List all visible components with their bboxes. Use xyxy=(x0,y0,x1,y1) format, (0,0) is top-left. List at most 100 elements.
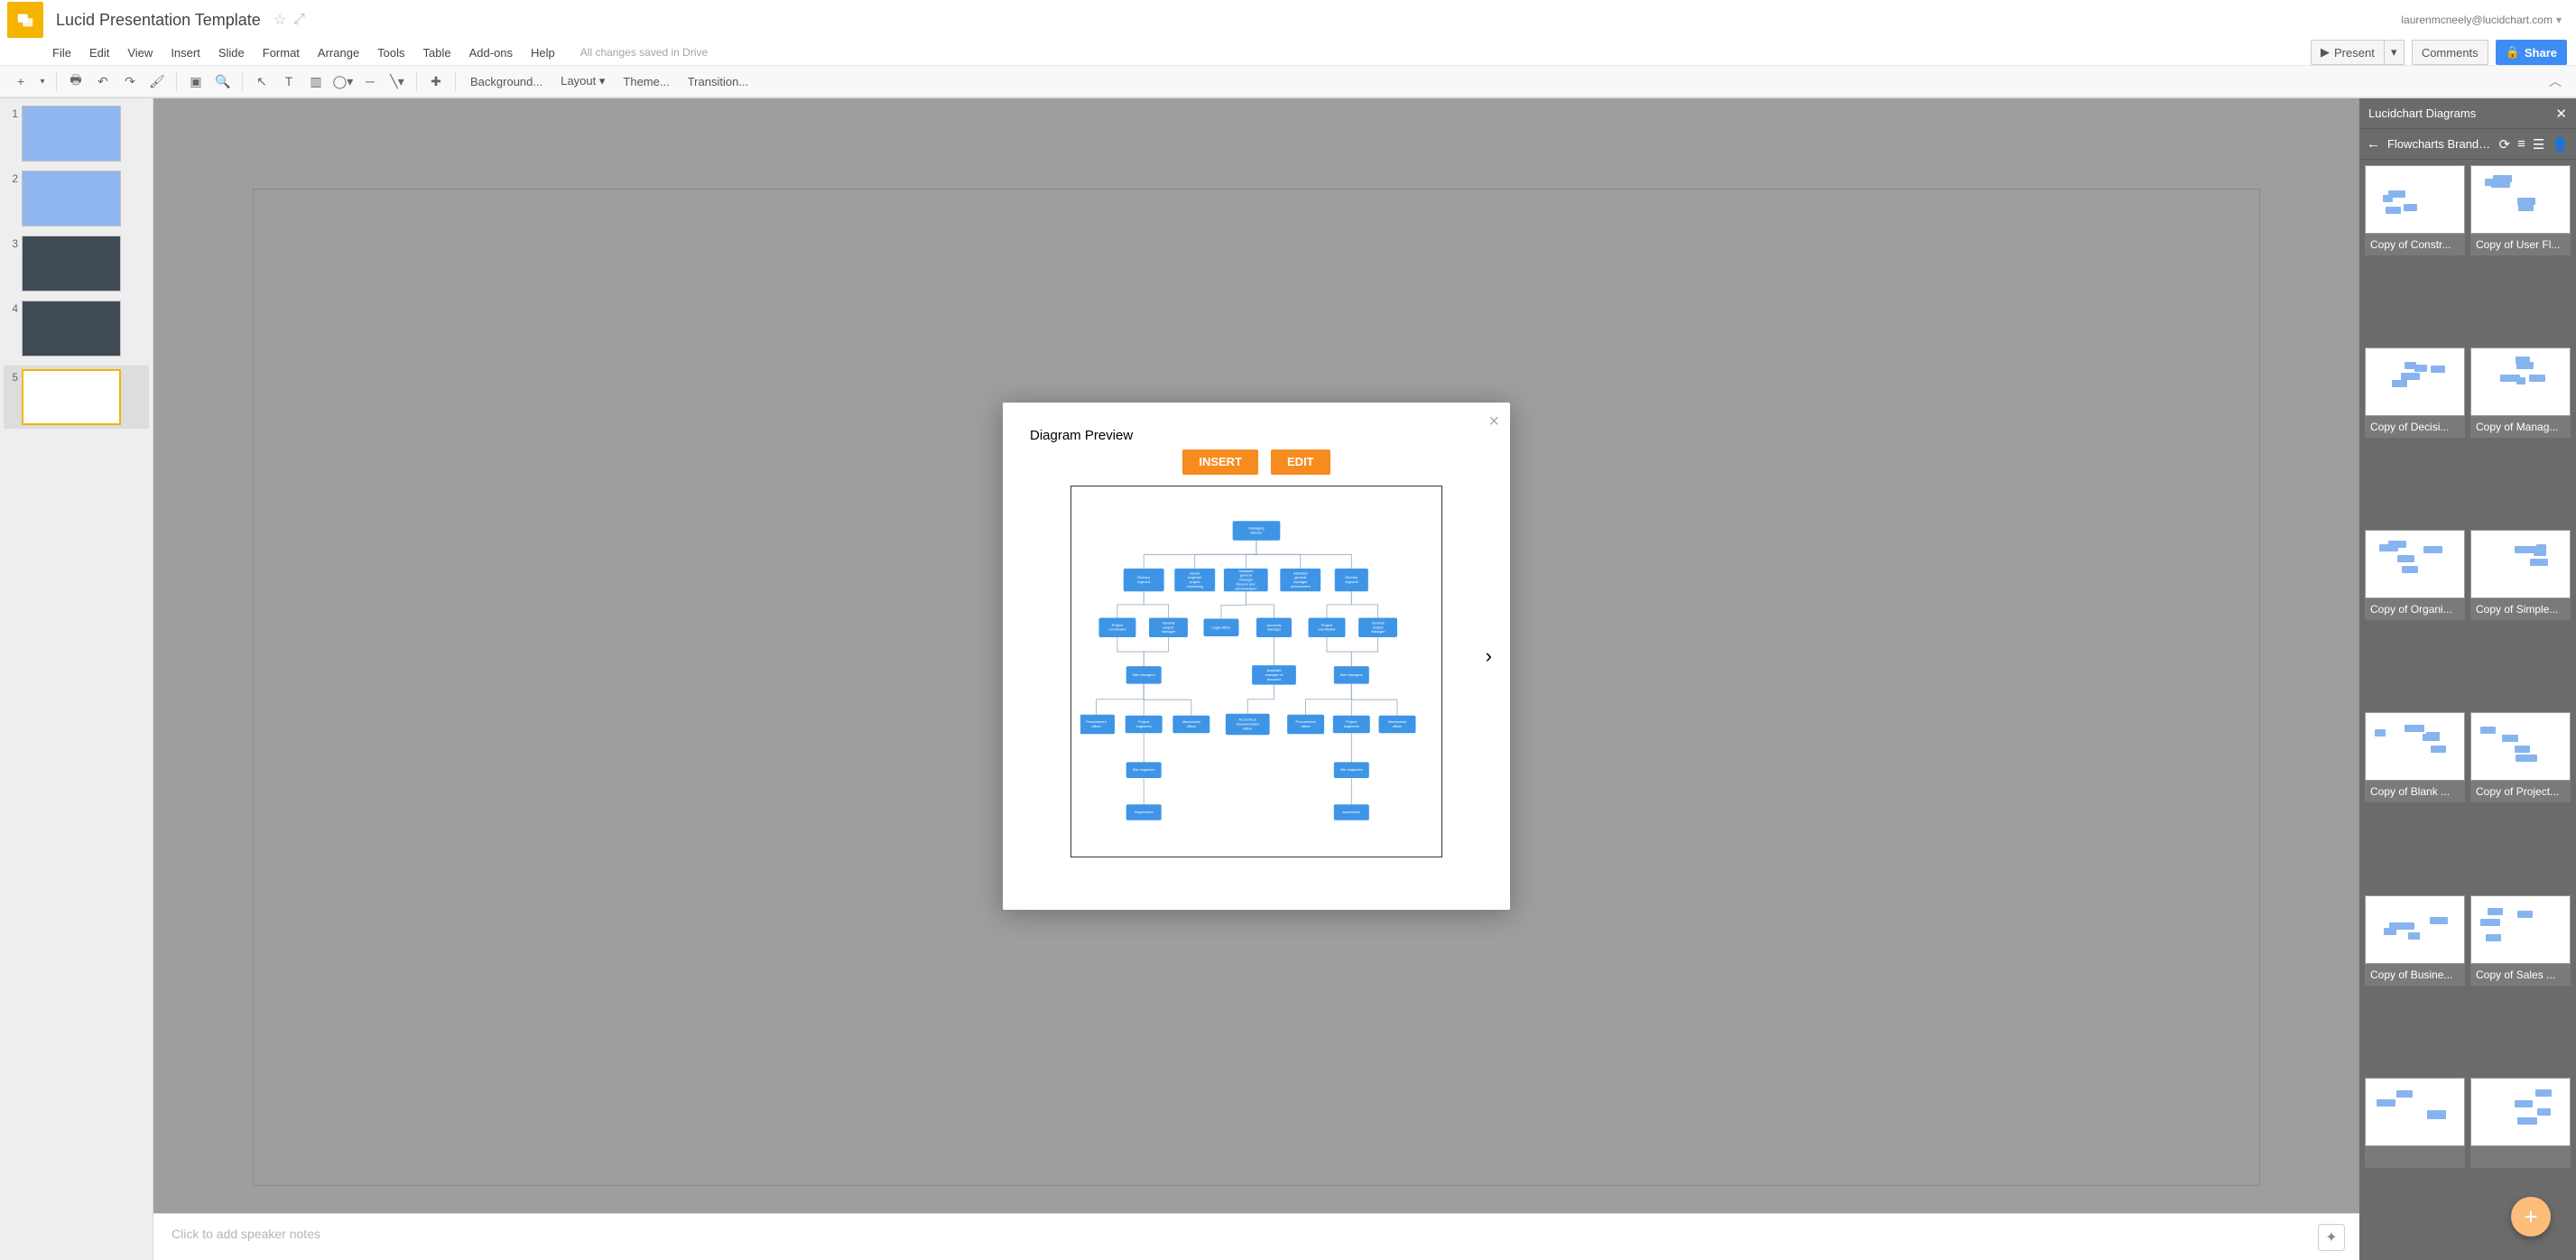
svg-text:engineers: engineers xyxy=(1136,723,1152,727)
document-title[interactable]: Lucid Presentation Template xyxy=(51,9,266,32)
menu-insert[interactable]: Insert xyxy=(162,46,209,60)
list-icon[interactable]: ☰ xyxy=(2533,136,2544,153)
slide-thumbnail[interactable]: 3 xyxy=(4,236,149,292)
diagram-card[interactable]: Copy of Organi... xyxy=(2365,530,2465,620)
menu-table[interactable]: Table xyxy=(414,46,460,60)
save-status: All changes saved in Drive xyxy=(580,46,708,59)
diagram-card[interactable]: Copy of Busine... xyxy=(2365,895,2465,986)
insert-button[interactable]: INSERT xyxy=(1182,449,1258,475)
zoom-icon[interactable]: 🔍 xyxy=(211,69,235,93)
line-icon[interactable]: ─ xyxy=(358,69,382,93)
star-icon[interactable]: ☆ xyxy=(273,11,286,29)
menu-edit[interactable]: Edit xyxy=(80,46,118,60)
comment-add-icon[interactable]: ✚ xyxy=(424,69,448,93)
svg-text:engineers: engineers xyxy=(1344,723,1359,727)
diagram-card-label: Copy of Manag... xyxy=(2470,416,2571,438)
refresh-icon[interactable]: ⟳ xyxy=(2499,136,2511,153)
slide-filmstrip[interactable]: 1 2 3 4 5 xyxy=(0,98,153,1260)
diagram-card[interactable] xyxy=(2470,1078,2571,1168)
share-button[interactable]: 🔒Share xyxy=(2496,40,2567,65)
speaker-notes[interactable]: Click to add speaker notes ✦ xyxy=(153,1213,2359,1260)
add-fab[interactable]: + xyxy=(2511,1197,2551,1237)
diagram-card-label xyxy=(2470,1146,2571,1168)
menu-tools[interactable]: Tools xyxy=(368,46,413,60)
diagram-card[interactable]: Copy of Sales ... xyxy=(2470,895,2571,986)
diagram-card[interactable]: Copy of Constr... xyxy=(2365,165,2465,255)
new-slide-button[interactable]: + xyxy=(9,69,32,93)
diagram-card-label xyxy=(2365,1146,2465,1168)
svg-text:regina B: regina B xyxy=(1345,579,1358,584)
slide-thumbnail[interactable]: 1 xyxy=(4,106,149,162)
present-button-group: ▶Present ▾ xyxy=(2311,40,2405,65)
svg-text:accounts: accounts xyxy=(1267,676,1282,681)
menu-slide[interactable]: Slide xyxy=(209,46,254,60)
slide-thumbnail[interactable]: 5 xyxy=(4,366,149,429)
diagram-card[interactable]: Copy of Project... xyxy=(2470,712,2571,802)
slide-thumbnail[interactable]: 4 xyxy=(4,301,149,357)
svg-text:Site engineers: Site engineers xyxy=(1340,767,1363,772)
line-dropdown[interactable]: ╲▾ xyxy=(385,69,409,93)
panel-grid[interactable]: Copy of Constr...Copy of User Fl... Copy … xyxy=(2359,160,2576,1260)
background-button[interactable]: Background... xyxy=(463,75,550,88)
theme-button[interactable]: Theme... xyxy=(616,75,676,88)
svg-text:Site managers: Site managers xyxy=(1340,672,1363,676)
close-icon[interactable]: × xyxy=(1488,412,1499,432)
lucidchart-panel: Lucidchart Diagrams ✕ ← Flowcharts Brand… xyxy=(2359,98,2576,1260)
close-icon[interactable]: ✕ xyxy=(2555,106,2567,122)
menu-arrange[interactable]: Arrange xyxy=(309,46,368,60)
toolbar: + ▾ 🖶 ↶ ↷ 🖌 ▣ 🔍 ↖ T ▥ ◯▾ ─ ╲▾ ✚ Backgrou… xyxy=(0,65,2576,97)
layout-button[interactable]: Layout ▾ xyxy=(553,74,612,88)
redo-icon[interactable]: ↷ xyxy=(118,69,142,93)
diagram-card[interactable]: Copy of User Fl... xyxy=(2470,165,2571,255)
svg-text:officer: officer xyxy=(1301,723,1311,727)
menu-format[interactable]: Format xyxy=(254,46,309,60)
edit-button[interactable]: EDIT xyxy=(1271,449,1330,475)
account-menu[interactable]: laurenmcneely@lucidchart.com xyxy=(2401,14,2569,26)
comments-button[interactable]: Comments xyxy=(2412,40,2488,65)
slide-thumbnail[interactable]: 2 xyxy=(4,171,149,227)
explore-button[interactable]: ✦ xyxy=(2318,1224,2345,1251)
undo-icon[interactable]: ↶ xyxy=(91,69,115,93)
present-dropdown[interactable]: ▾ xyxy=(2385,40,2405,65)
slide-canvas[interactable]: × Diagram Preview INSERT EDIT Managingdi… xyxy=(153,98,2359,1213)
diagram-card-label: Copy of Constr... xyxy=(2365,234,2465,255)
zoom-fit-icon[interactable]: ▣ xyxy=(184,69,208,93)
sort-icon[interactable]: ≡ xyxy=(2517,136,2525,152)
print-icon[interactable]: 🖶 xyxy=(64,69,88,93)
diagram-card[interactable]: Copy of Decisi... xyxy=(2365,347,2465,438)
panel-folder-name: Flowcharts Brand S... xyxy=(2387,137,2492,151)
svg-text:monitoring: monitoring xyxy=(1187,583,1203,588)
menu-bar: FileEditViewInsertSlideFormatArrangeTool… xyxy=(43,46,564,60)
svg-text:director: director xyxy=(1251,530,1264,534)
diagram-card[interactable]: Copy of Blank ... xyxy=(2365,712,2465,802)
menu-file[interactable]: File xyxy=(43,46,80,60)
menu-add-ons[interactable]: Add-ons xyxy=(460,46,522,60)
svg-text:coordinator: coordinator xyxy=(1318,626,1336,631)
account-icon[interactable]: 👤 xyxy=(2552,136,2569,153)
diagram-preview: ManagingdirectorDirectorregina ASenioren… xyxy=(1070,486,1442,857)
diagram-card[interactable]: Copy of Simple... xyxy=(2470,530,2571,620)
diagram-card[interactable] xyxy=(2365,1078,2465,1168)
panel-title: Lucidchart Diagrams xyxy=(2368,107,2476,120)
textbox-icon[interactable]: T xyxy=(277,69,301,93)
diagram-card[interactable]: Copy of Manag... xyxy=(2470,347,2571,438)
svg-text:officer: officer xyxy=(1243,726,1253,730)
shape-icon[interactable]: ◯▾ xyxy=(331,69,355,93)
image-icon[interactable]: ▥ xyxy=(304,69,328,93)
diagram-card-label: Copy of Busine... xyxy=(2365,964,2465,986)
move-to-drive-icon[interactable]: ⤢ xyxy=(293,12,305,28)
next-arrow-icon[interactable]: › xyxy=(1486,644,1492,668)
menu-view[interactable]: View xyxy=(118,46,162,60)
select-tool-icon[interactable]: ↖ xyxy=(250,69,273,93)
new-slide-dropdown[interactable]: ▾ xyxy=(36,69,49,93)
back-icon[interactable]: ← xyxy=(2367,136,2380,152)
transition-button[interactable]: Transition... xyxy=(681,75,755,88)
present-button[interactable]: ▶Present xyxy=(2311,40,2385,65)
svg-text:Supervisors: Supervisors xyxy=(1135,810,1154,814)
menu-help[interactable]: Help xyxy=(522,46,564,60)
svg-text:officer: officer xyxy=(1091,723,1101,727)
slides-logo[interactable] xyxy=(7,2,43,38)
collapse-toolbar-icon[interactable]: ︿ xyxy=(2544,69,2567,93)
diagram-card-label: Copy of Simple... xyxy=(2470,598,2571,620)
paint-format-icon[interactable]: 🖌 xyxy=(145,69,169,93)
